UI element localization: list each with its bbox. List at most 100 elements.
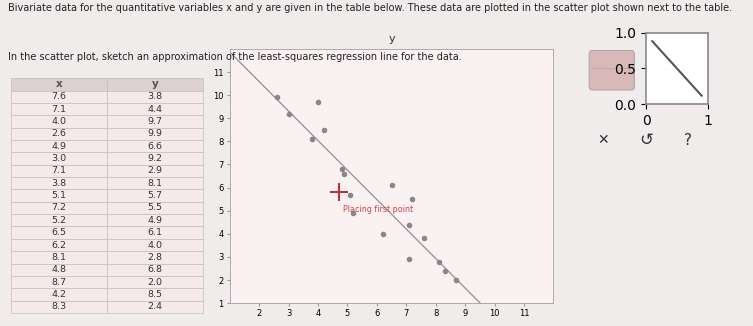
Point <box>406 197 418 202</box>
Point <box>438 268 450 274</box>
Text: 4.8: 4.8 <box>52 265 67 274</box>
Text: 4.2: 4.2 <box>52 290 67 299</box>
Text: ↺: ↺ <box>639 131 653 149</box>
Text: ✕: ✕ <box>598 133 609 147</box>
Text: 3.8: 3.8 <box>148 92 163 101</box>
FancyBboxPatch shape <box>11 115 107 128</box>
Point <box>338 171 350 176</box>
Point <box>386 183 398 188</box>
FancyBboxPatch shape <box>11 276 107 288</box>
Text: 4.9: 4.9 <box>52 142 67 151</box>
Point <box>318 127 330 132</box>
Text: 8.1: 8.1 <box>148 179 163 188</box>
Text: 5.7: 5.7 <box>148 191 163 200</box>
Point <box>306 137 318 142</box>
FancyBboxPatch shape <box>107 214 203 227</box>
Point <box>271 95 283 100</box>
Text: 3.8: 3.8 <box>52 179 67 188</box>
Text: 6.2: 6.2 <box>52 241 67 249</box>
Point <box>282 111 294 116</box>
Text: 2.6: 2.6 <box>52 129 67 138</box>
Text: y: y <box>389 34 395 44</box>
Text: 7.6: 7.6 <box>52 92 67 101</box>
FancyBboxPatch shape <box>11 165 107 177</box>
FancyBboxPatch shape <box>107 239 203 251</box>
FancyBboxPatch shape <box>11 239 107 251</box>
FancyBboxPatch shape <box>107 78 203 91</box>
Text: 2.0: 2.0 <box>148 277 163 287</box>
FancyBboxPatch shape <box>11 177 107 189</box>
Point <box>403 222 415 227</box>
FancyBboxPatch shape <box>11 189 107 202</box>
Text: y: y <box>151 80 158 89</box>
FancyBboxPatch shape <box>107 301 203 313</box>
FancyBboxPatch shape <box>11 214 107 227</box>
FancyBboxPatch shape <box>11 140 107 152</box>
Text: 8.3: 8.3 <box>52 302 67 311</box>
Text: 8.5: 8.5 <box>148 290 163 299</box>
Text: 5.5: 5.5 <box>148 203 163 213</box>
FancyBboxPatch shape <box>11 301 107 313</box>
Text: Placing first point: Placing first point <box>343 205 413 214</box>
FancyBboxPatch shape <box>11 78 107 91</box>
Point <box>344 192 356 197</box>
Text: 2.9: 2.9 <box>148 166 163 175</box>
Text: Bivariate data for the quantitative variables x and y are given in the table bel: Bivariate data for the quantitative vari… <box>8 3 732 13</box>
Text: 6.6: 6.6 <box>148 142 163 151</box>
FancyBboxPatch shape <box>107 227 203 239</box>
Point <box>418 236 430 241</box>
FancyBboxPatch shape <box>107 177 203 189</box>
Text: 8.1: 8.1 <box>52 253 67 262</box>
FancyBboxPatch shape <box>11 288 107 301</box>
Text: 8.7: 8.7 <box>52 277 67 287</box>
Point <box>433 259 445 264</box>
Text: 9.2: 9.2 <box>148 154 163 163</box>
Text: 4.4: 4.4 <box>148 105 163 114</box>
Text: 4.0: 4.0 <box>148 241 163 249</box>
Text: 6.8: 6.8 <box>148 265 163 274</box>
FancyBboxPatch shape <box>107 263 203 276</box>
FancyBboxPatch shape <box>107 202 203 214</box>
FancyBboxPatch shape <box>107 91 203 103</box>
Text: 9.9: 9.9 <box>148 129 163 138</box>
Text: 4.9: 4.9 <box>148 216 163 225</box>
Text: 5.1: 5.1 <box>52 191 67 200</box>
Text: 2.4: 2.4 <box>148 302 163 311</box>
FancyBboxPatch shape <box>11 251 107 263</box>
FancyBboxPatch shape <box>11 91 107 103</box>
Text: 6.1: 6.1 <box>148 228 163 237</box>
FancyBboxPatch shape <box>107 103 203 115</box>
Text: ?: ? <box>684 133 692 148</box>
Text: 3.0: 3.0 <box>52 154 67 163</box>
FancyBboxPatch shape <box>107 165 203 177</box>
FancyBboxPatch shape <box>107 152 203 165</box>
Text: In the scatter plot, sketch an approximation of the least-squares regression lin: In the scatter plot, sketch an approxima… <box>8 52 462 62</box>
FancyBboxPatch shape <box>590 51 634 90</box>
Text: 9.7: 9.7 <box>148 117 163 126</box>
Text: x: x <box>56 80 62 89</box>
FancyBboxPatch shape <box>107 276 203 288</box>
FancyBboxPatch shape <box>11 152 107 165</box>
FancyBboxPatch shape <box>107 288 203 301</box>
FancyBboxPatch shape <box>11 202 107 214</box>
Point <box>336 167 348 172</box>
FancyBboxPatch shape <box>107 115 203 128</box>
FancyBboxPatch shape <box>107 251 203 263</box>
Point <box>376 231 389 236</box>
Text: 7.1: 7.1 <box>52 105 67 114</box>
Point <box>450 277 462 283</box>
FancyBboxPatch shape <box>11 227 107 239</box>
FancyBboxPatch shape <box>107 189 203 202</box>
Point <box>347 210 359 215</box>
FancyBboxPatch shape <box>11 103 107 115</box>
Point <box>403 257 415 262</box>
FancyBboxPatch shape <box>107 128 203 140</box>
Text: 4.0: 4.0 <box>52 117 67 126</box>
Text: 5.2: 5.2 <box>52 216 67 225</box>
Text: 7.2: 7.2 <box>52 203 67 213</box>
FancyBboxPatch shape <box>107 140 203 152</box>
Text: 7.1: 7.1 <box>52 166 67 175</box>
Text: 6.5: 6.5 <box>52 228 67 237</box>
FancyBboxPatch shape <box>11 128 107 140</box>
FancyBboxPatch shape <box>11 263 107 276</box>
